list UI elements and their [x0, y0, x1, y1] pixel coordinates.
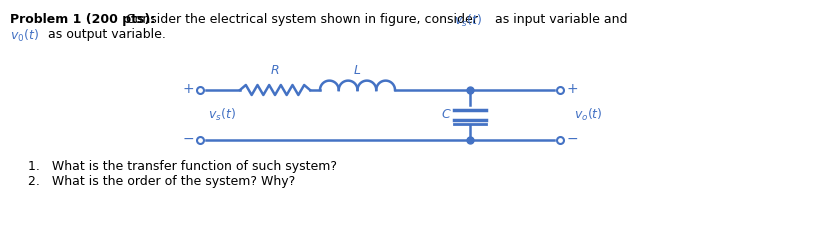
- Text: Consider the electrical system shown in figure, consider: Consider the electrical system shown in …: [122, 13, 482, 26]
- Text: 1.   What is the transfer function of such system?: 1. What is the transfer function of such…: [28, 160, 337, 173]
- Text: $v_0(t)$: $v_0(t)$: [10, 28, 39, 44]
- Text: −: −: [182, 132, 194, 146]
- Text: as input variable and: as input variable and: [491, 13, 627, 26]
- Text: −: −: [566, 132, 578, 146]
- Text: Problem 1 (200 pts):: Problem 1 (200 pts):: [10, 13, 156, 26]
- Text: $v_s(t)$: $v_s(t)$: [454, 13, 482, 29]
- Text: +: +: [566, 82, 578, 96]
- Text: 2.   What is the order of the system? Why?: 2. What is the order of the system? Why?: [28, 175, 296, 188]
- Text: $v_o(t)$: $v_o(t)$: [574, 107, 603, 123]
- Text: L: L: [354, 64, 361, 77]
- Text: as output variable.: as output variable.: [44, 28, 166, 41]
- Text: +: +: [182, 82, 194, 96]
- Text: $v_s(t)$: $v_s(t)$: [208, 107, 236, 123]
- Text: R: R: [271, 64, 279, 77]
- Text: C: C: [441, 109, 450, 122]
